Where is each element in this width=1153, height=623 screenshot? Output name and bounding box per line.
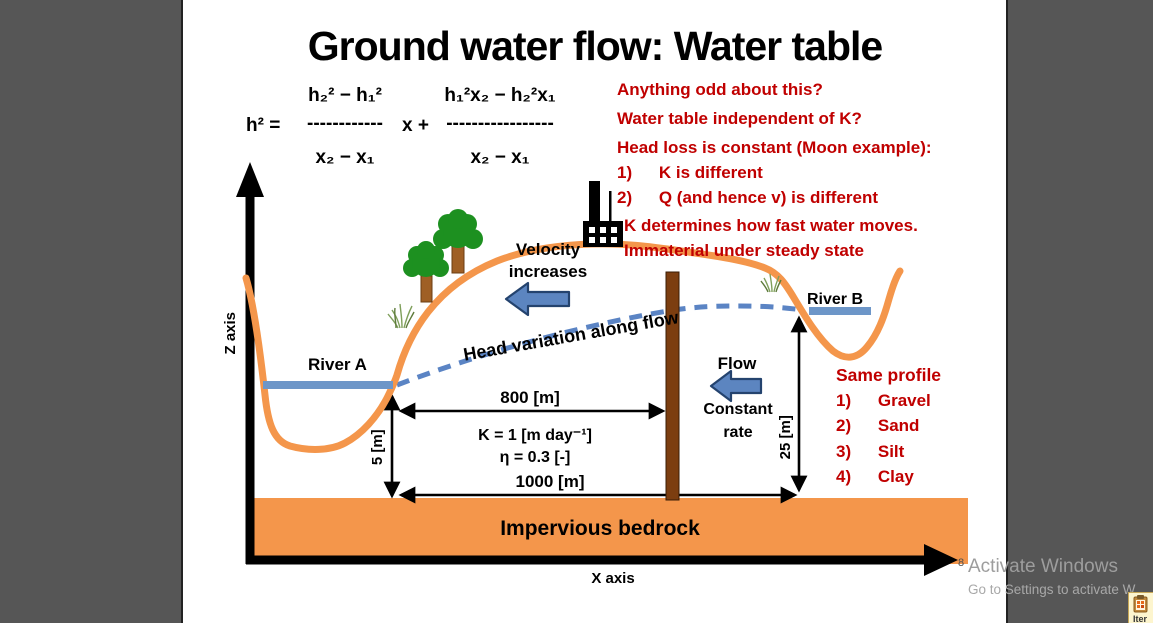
equation-numerator-2: h₁²x₂ − h₂²x₁ [444,85,556,106]
note-head-loss: Head loss is constant (Moon example): [617,138,932,157]
note-item-2: 2) Q (and hence v) is different [617,188,879,208]
x-axis-label: X axis [591,570,635,587]
profile-item-num: 1) [836,391,852,410]
equation-lhs: h² = [246,115,281,136]
dim-800m-label: 800 [m] [500,388,560,407]
water-table-dashed-line [396,303,804,388]
dim-1000m-label: 1000 [m] [515,472,585,491]
x-axis-arrowhead [924,544,958,576]
note-anything-odd: Anything odd about this? [617,80,823,99]
clipboard-icon [1133,595,1148,613]
constant-rate-label-1: Constant [703,401,773,418]
note-k-determines: K determines how fast water moves. [624,216,918,235]
velocity-label-1: Velocity [515,240,581,259]
left-gutter [0,0,183,623]
profile-item-label: Gravel [877,391,931,410]
profile-item-clay: 4) Clay [836,467,914,487]
k-value-label: K = 1 [m day⁻¹] [478,427,592,444]
velocity-label-2: increases [508,262,588,281]
flow-arrow-icon [709,369,763,403]
equation-numerator-1: h₂² − h₁² [308,85,382,106]
paste-tooltip-label: Iter [1133,614,1148,623]
note-item-1-text: K is different [658,163,763,182]
profile-item-label: Silt [877,442,905,461]
river-a-label: River A [308,355,367,374]
equation-bar-1: ------------ [307,113,383,134]
right-gutter [1006,0,1153,623]
equation-bar-2: ----------------- [446,113,554,134]
paste-options-button[interactable]: Iter [1128,592,1153,623]
note-item-2-num: 2) [617,188,633,207]
profile-item-label: Clay [877,467,914,486]
activate-windows-subtext: Go to Settings to activate W [968,582,1136,597]
profile-item-label: Sand [877,416,920,435]
equation-operator: x + [402,115,429,136]
same-profile-heading: Same profile [836,365,942,385]
note-water-table: Water table independent of K? [617,109,862,128]
tree-icon [403,241,449,303]
profile-item-num: 3) [836,442,852,461]
note-item-2-text: Q (and hence v) is different [658,188,879,207]
axes [236,162,958,576]
profile-item-num: 4) [836,467,852,486]
profile-item-gravel: 1) Gravel [836,391,931,411]
terrain-profile-curve [242,240,904,453]
tree-icon [433,209,483,274]
dim-25m-label: 25 [m] [776,415,794,460]
river-b-label: River B [807,291,864,308]
velocity-arrow-icon [504,281,571,317]
grass-icon [387,273,782,329]
z-axis-label: Z axis [221,311,239,355]
dimension-arrows [383,315,808,504]
note-immaterial: Immaterial under steady state [624,241,864,260]
constant-rate-label-2: rate [723,424,753,441]
profile-item-silt: 3) Silt [836,442,905,462]
note-item-1-num: 1) [617,163,633,182]
bedrock-label: Impervious bedrock [500,517,700,540]
profile-item-sand: 2) Sand [836,416,920,436]
activate-windows-watermark: Activate Windows [968,556,1118,577]
eta-value-label: η = 0.3 [-] [499,449,571,466]
equation-denominator-1: x₂ − x₁ [315,147,375,168]
dim-5m-label: 5 [m] [368,429,386,466]
slide-title: Ground water flow: Water table [307,23,883,69]
z-axis-arrowhead [236,162,264,197]
slide-page-number: 8 [958,557,965,569]
note-item-1: 1) K is different [617,163,763,183]
impervious-bedrock-band [254,498,968,564]
factory-icon [583,181,623,247]
profile-item-num: 2) [836,416,852,435]
flow-label: Flow [717,354,757,373]
equation-denominator-2: x₂ − x₁ [470,147,530,168]
well-bar [665,271,680,501]
